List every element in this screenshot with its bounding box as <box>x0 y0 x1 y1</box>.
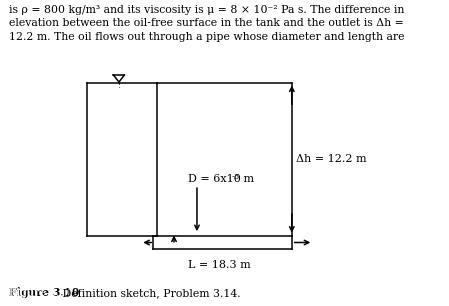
Text: Δh = 12.2 m: Δh = 12.2 m <box>296 154 367 164</box>
Text: -3: -3 <box>231 173 239 181</box>
Text: Definition sketch, Problem 3.14.: Definition sketch, Problem 3.14. <box>52 288 240 298</box>
Text: Figure 3.10: Figure 3.10 <box>9 287 79 298</box>
Text: L = 18.3 m: L = 18.3 m <box>188 260 251 270</box>
Text: is ρ = 800 kg/m³ and its viscosity is μ = 8 × 10⁻² Pa s. The difference in: is ρ = 800 kg/m³ and its viscosity is μ … <box>9 5 405 15</box>
Text: elevation between the oil-free surface in the tank and the outlet is Δh =: elevation between the oil-free surface i… <box>9 18 404 28</box>
Text: m: m <box>240 174 254 184</box>
Text: Figure 3.10   Definition sketch, Problem 3.14.: Figure 3.10 Definition sketch, Problem 3… <box>9 288 262 298</box>
Text: 12.2 m. The oil flows out through a pipe whose diameter and length are: 12.2 m. The oil flows out through a pipe… <box>9 32 405 42</box>
Text: D = 6x10: D = 6x10 <box>188 174 241 184</box>
